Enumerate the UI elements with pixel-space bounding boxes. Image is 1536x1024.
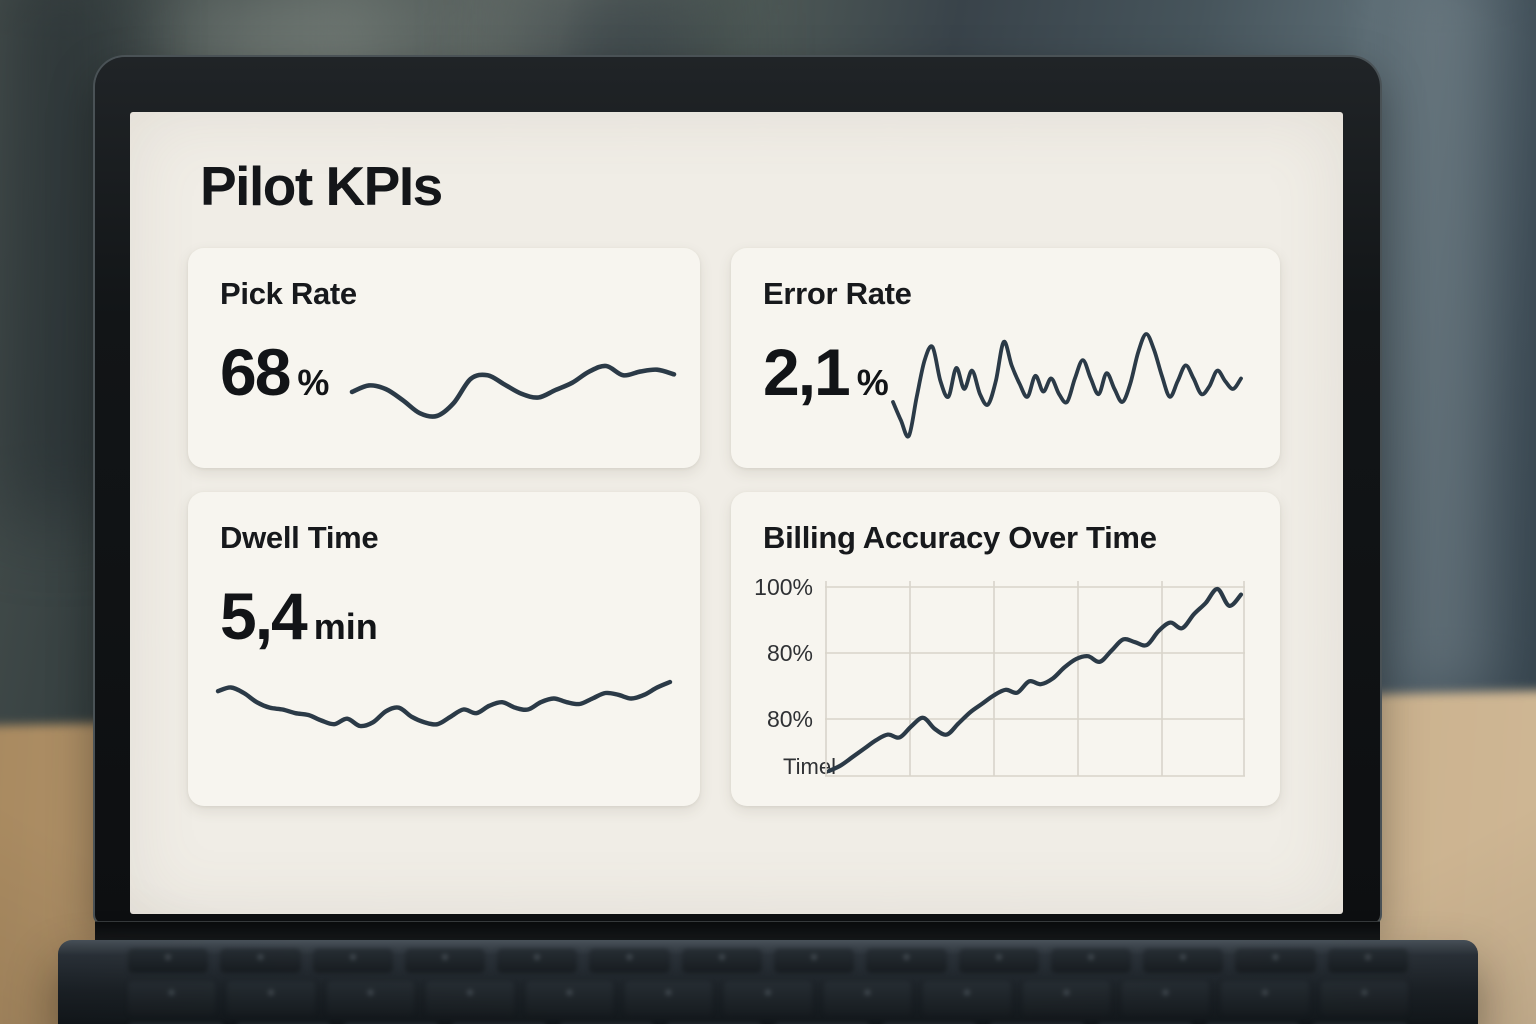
- kpi-number: 5,4: [220, 579, 308, 653]
- keyboard-key: [128, 949, 209, 973]
- keyboard-key: [1143, 949, 1224, 973]
- kpi-number: 2,1: [763, 335, 851, 409]
- kpi-value: 68 %: [220, 334, 329, 410]
- billing-accuracy-line-chart: [825, 581, 1245, 777]
- keyboard-key: [1121, 981, 1210, 1015]
- keyboard-key: [724, 981, 812, 1015]
- chart-title: Billing Accuracy Over Time: [763, 520, 1157, 555]
- keyboard-key: [497, 949, 578, 973]
- kpi-card-billing-accuracy: Billing Accuracy Over Time 100% 80% 80% …: [731, 492, 1280, 806]
- x-axis-label: Timel: [783, 754, 836, 779]
- keyboard-key: [1327, 949, 1408, 973]
- kpi-unit: min: [313, 606, 378, 647]
- keyboard-key: [1050, 949, 1132, 973]
- keyboard-key: [1022, 981, 1110, 1015]
- keyboard-key: [923, 981, 1011, 1015]
- keyboard-key: [589, 949, 670, 973]
- keyboard-key: [866, 949, 947, 973]
- keyboard-key: [220, 949, 301, 973]
- kpi-unit: %: [856, 362, 889, 403]
- kpi-card-error-rate: Error Rate 2,1 %: [731, 248, 1280, 468]
- keyboard-key: [1235, 949, 1316, 973]
- keyboard-key: [958, 949, 1039, 973]
- kpi-label: Error Rate: [763, 276, 912, 311]
- keyboard-key: [426, 981, 514, 1015]
- keyboard-key: [404, 949, 486, 973]
- keyboard-key: [326, 981, 415, 1015]
- kpi-unit: %: [297, 362, 330, 403]
- laptop-screen-bezel: Pilot KPIs Pick Rate 68 % Error Rate 2,1…: [95, 57, 1380, 923]
- keyboard-key: [312, 949, 393, 973]
- keyboard-key: [823, 981, 912, 1015]
- keyboard-key: [1221, 981, 1309, 1015]
- kpi-card-pick-rate: Pick Rate 68 %: [188, 248, 700, 468]
- page-title: Pilot KPIs: [200, 155, 443, 217]
- keyboard-key: [1320, 981, 1409, 1015]
- keyboard-key: [227, 981, 315, 1015]
- kpi-number: 68: [220, 335, 291, 409]
- kpi-card-dwell-time: Dwell Time 5,4 min: [188, 492, 700, 806]
- kpi-label: Pick Rate: [220, 276, 357, 311]
- laptop-hinge: [95, 921, 1380, 943]
- keyboard-row: [128, 981, 1409, 1015]
- keyboard: [128, 949, 1409, 1024]
- kpi-label: Dwell Time: [220, 520, 379, 555]
- keyboard-key: [525, 981, 613, 1015]
- keyboard-row: [128, 949, 1408, 973]
- y-axis-tick: 80%: [766, 640, 813, 666]
- background-blur-band: [1396, 0, 1491, 700]
- keyboard-key: [128, 981, 216, 1015]
- keyboard-key: [773, 949, 855, 973]
- chart-gridlines: [825, 581, 1245, 777]
- y-axis-tick: 80%: [766, 706, 813, 732]
- laptop-keyboard-deck: [58, 940, 1478, 1024]
- laptop-display: Pilot KPIs Pick Rate 68 % Error Rate 2,1…: [130, 112, 1343, 914]
- dwell-time-sparkline: [215, 679, 673, 729]
- error-rate-sparkline: [891, 332, 1243, 439]
- kpi-value: 2,1 %: [763, 334, 889, 410]
- y-axis-tick: 100%: [754, 574, 813, 600]
- keyboard-key: [624, 981, 713, 1015]
- kpi-value: 5,4 min: [220, 578, 378, 654]
- pick-rate-sparkline: [349, 363, 677, 419]
- keyboard-key: [681, 949, 762, 973]
